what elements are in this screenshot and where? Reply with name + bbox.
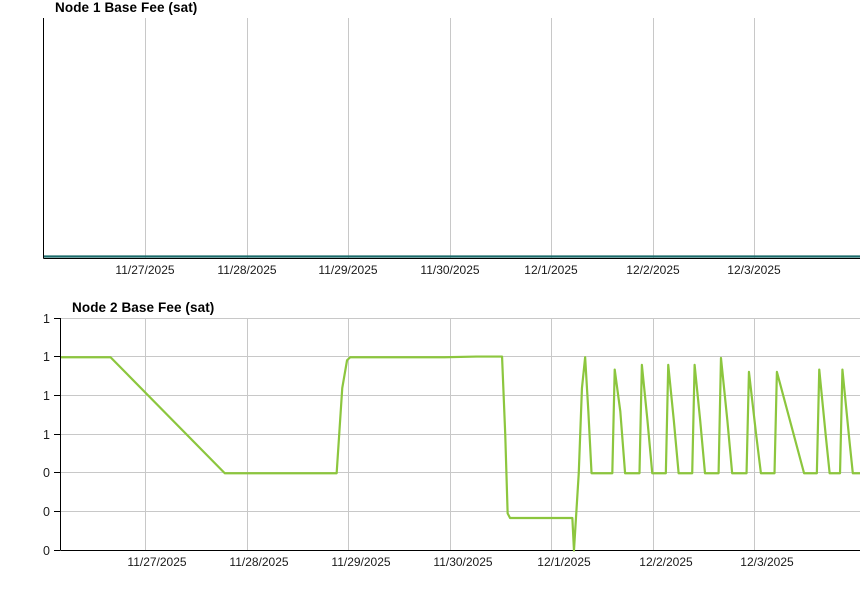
chart-node2-canvas: 1 1 1 1 0 0 0 11/27/2025 11/28/2025 11/2… [43,312,860,569]
y-tick-label: 0 [43,466,50,480]
x-tick-label: 11/29/2025 [318,263,377,277]
x-tick-label: 12/2/2025 [639,555,693,569]
y-tick-label: 0 [43,505,50,519]
chart-node2-x-tick-labels: 11/27/2025 11/28/2025 11/29/2025 11/30/2… [127,555,794,569]
x-tick-label: 12/3/2025 [740,555,794,569]
chart-node1: 11/27/2025 11/28/2025 11/29/2025 11/30/2… [42,0,860,277]
x-tick-label: 12/1/2025 [537,555,591,569]
chart-node1-x-tick-labels: 11/27/2025 11/28/2025 11/29/2025 11/30/2… [115,263,781,277]
chart-node1-gridlines [145,18,755,258]
y-tick-label: 1 [43,312,50,326]
x-tick-label: 11/30/2025 [433,555,492,569]
y-tick-label: 0 [43,544,50,558]
y-tick-label: 1 [43,389,50,403]
x-tick-label: 11/28/2025 [229,555,288,569]
y-tick-label: 1 [43,428,50,442]
chart-node1-axes [42,18,860,260]
chart-node2-axes [54,317,860,552]
chart-node1-title: Node 1 Base Fee (sat) [55,0,198,15]
chart-node1-canvas: 11/27/2025 11/28/2025 11/29/2025 11/30/2… [42,18,860,277]
chart-node2-gridlines [60,318,860,550]
y-tick-label: 1 [43,350,50,364]
x-tick-label: 11/30/2025 [420,263,479,277]
x-tick-label: 12/3/2025 [727,263,781,277]
x-tick-label: 11/29/2025 [331,555,390,569]
x-tick-label: 12/2/2025 [626,263,680,277]
x-tick-label: 12/1/2025 [524,263,578,277]
x-tick-label: 11/27/2025 [115,263,174,277]
chart-node2-y-tick-labels: 1 1 1 1 0 0 0 [43,312,50,558]
chart-node2: 1 1 1 1 0 0 0 11/27/2025 11/28/2025 11/2… [0,295,860,600]
chart-node2-title: Node 2 Base Fee (sat) [72,300,215,315]
x-tick-label: 11/27/2025 [127,555,186,569]
chart-node2-series [61,355,860,552]
x-tick-label: 11/28/2025 [217,263,276,277]
